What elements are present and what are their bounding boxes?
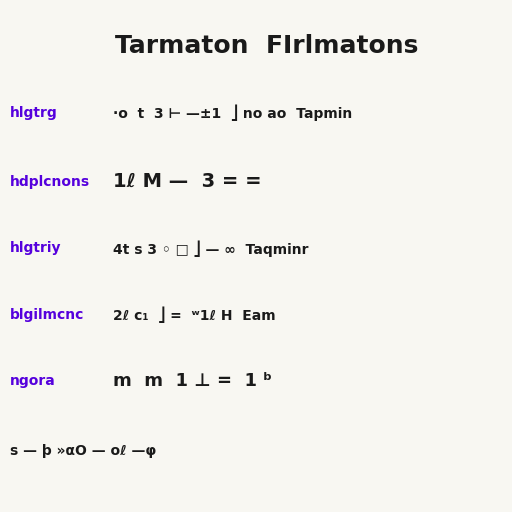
Text: hlgtrg: hlgtrg	[10, 105, 58, 120]
Text: 1ℓ M —  3 = =: 1ℓ M — 3 = =	[113, 172, 261, 191]
Text: 4t s 3 ◦ □ ⎦ — ∞  Taqminr: 4t s 3 ◦ □ ⎦ — ∞ Taqminr	[113, 240, 308, 257]
Text: Tarmaton  FIrlmatons: Tarmaton FIrlmatons	[115, 34, 418, 58]
Text: 2ℓ c₁  ⎦ =  ʷ1ℓ H  Eam: 2ℓ c₁ ⎦ = ʷ1ℓ H Eam	[113, 307, 275, 323]
Text: hlgtriy: hlgtriy	[10, 241, 62, 255]
Text: blgilmcnc: blgilmcnc	[10, 308, 84, 322]
Text: s — þ »αO — oℓ —φ: s — þ »αO — oℓ —φ	[10, 443, 157, 458]
Text: hdplcnons: hdplcnons	[10, 175, 90, 189]
Text: m  m  1 ⊥ =  1 ᵇ: m m 1 ⊥ = 1 ᵇ	[113, 372, 272, 391]
Text: ·o  t  3 ⊢ —±1  ⎦ no ao  Tapmin: ·o t 3 ⊢ —±1 ⎦ no ao Tapmin	[113, 104, 352, 121]
Text: ngora: ngora	[10, 374, 56, 389]
